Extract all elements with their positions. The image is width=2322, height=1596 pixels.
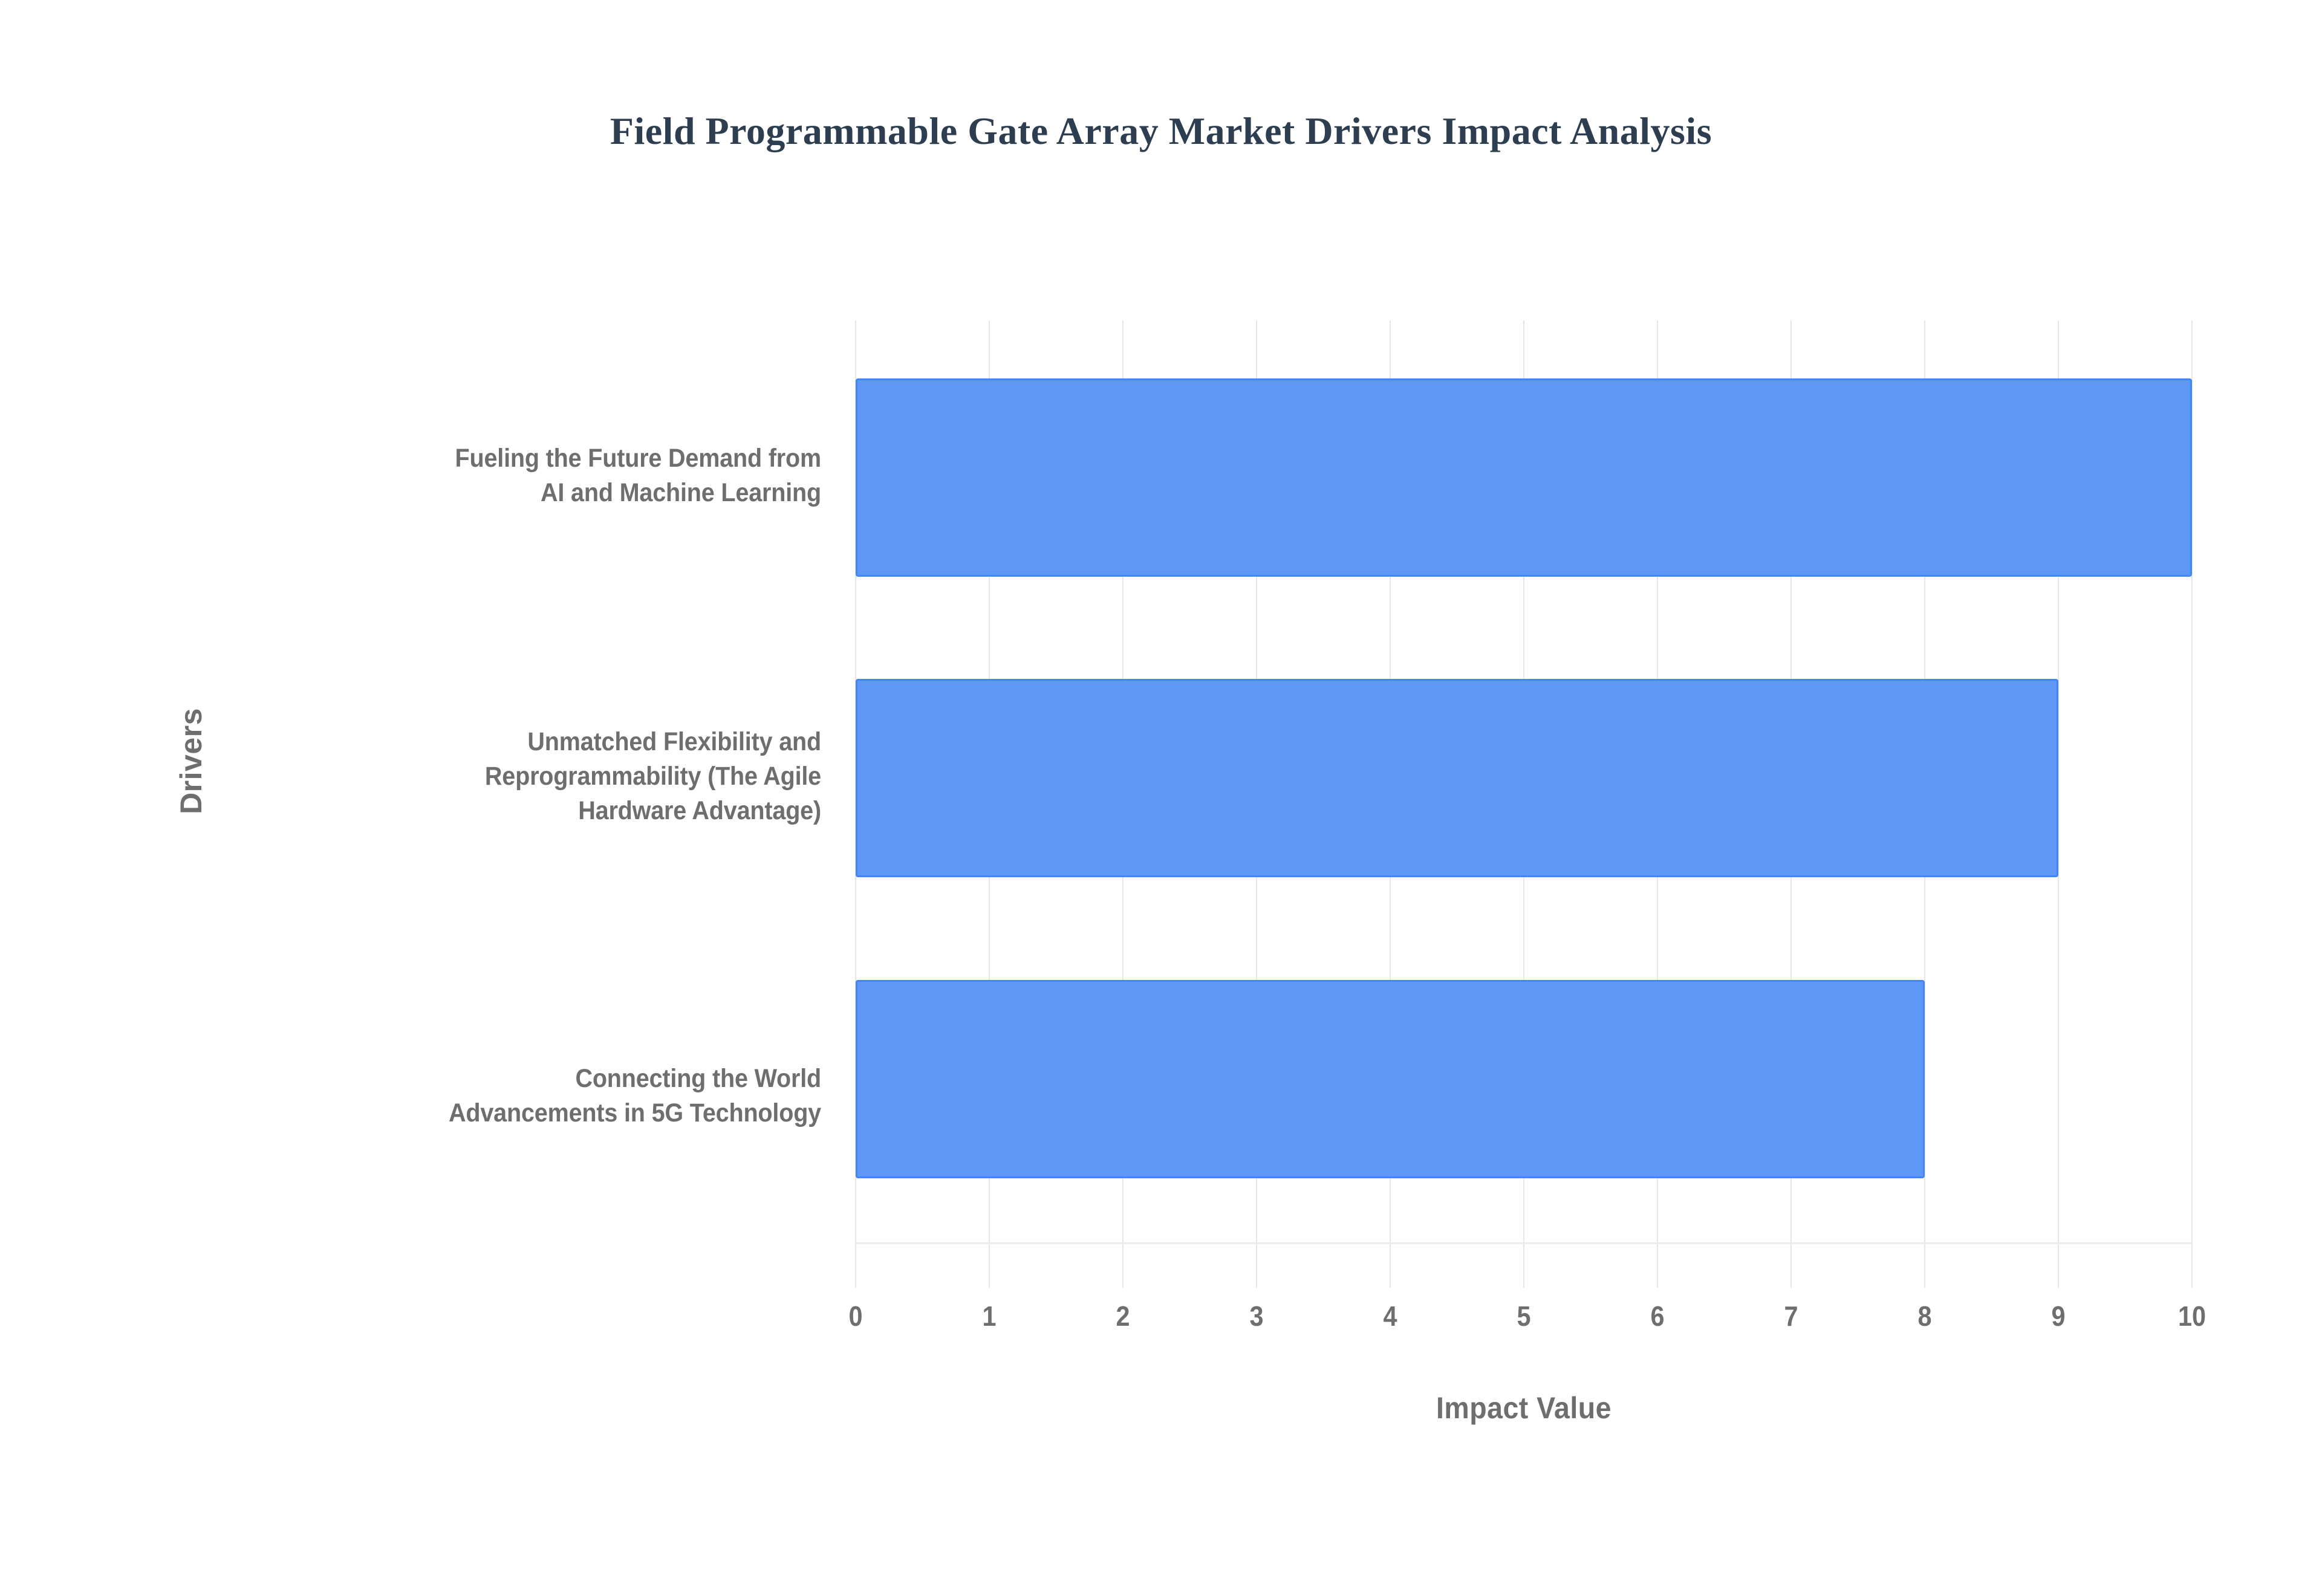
x-tick-label: 5	[1517, 1300, 1531, 1332]
x-tick-label: 9	[2051, 1300, 2066, 1332]
category-label-line: Reprogrammability (The Agile	[484, 762, 821, 791]
category-label: Connecting the World Advancements in 5G T…	[254, 1062, 821, 1130]
category-label-line: Connecting the World	[575, 1064, 821, 1093]
bar	[856, 980, 1925, 1178]
x-tick-label: 10	[2177, 1300, 2207, 1332]
x-tick-label: 2	[1116, 1300, 1130, 1332]
x-tick-label: 7	[1784, 1300, 1798, 1332]
category-axis-labels: Fueling the Future Demand from AI and Mac…	[200, 320, 834, 1288]
category-label: Fueling the Future Demand from AI and Mac…	[254, 441, 822, 510]
axis-baseline	[856, 1242, 2192, 1244]
x-tick-label: 6	[1650, 1300, 1665, 1332]
category-label: Unmatched Flexibility and Reprogrammabili…	[254, 725, 821, 828]
plot-area	[855, 320, 2193, 1288]
bar	[856, 378, 2192, 577]
bar-series	[856, 320, 2192, 1288]
x-tick-label: 1	[982, 1300, 997, 1332]
x-axis-title: Impact Value	[1436, 1391, 1611, 1425]
x-tick-label: 3	[1249, 1300, 1264, 1332]
category-label-line: AI and Machine Learning	[541, 478, 821, 507]
y-axis-title: Drivers	[174, 708, 208, 814]
x-axis-tick-labels: 0 1 2 3 4 5 6 7 8 9 10	[848, 1300, 2206, 1354]
category-label-line: Advancements in 5G Technology	[448, 1098, 821, 1127]
category-label-line: Unmatched Flexibility and	[527, 727, 821, 756]
category-label-line: Hardware Advantage)	[578, 796, 821, 825]
x-tick-label: 0	[848, 1300, 863, 1332]
bar	[856, 679, 2058, 877]
chart-title: Field Programmable Gate Array Market Dri…	[610, 109, 1712, 152]
x-tick-label: 4	[1383, 1300, 1397, 1332]
category-label-line: Fueling the Future Demand from	[455, 444, 822, 473]
x-tick-label: 8	[1917, 1300, 1932, 1332]
